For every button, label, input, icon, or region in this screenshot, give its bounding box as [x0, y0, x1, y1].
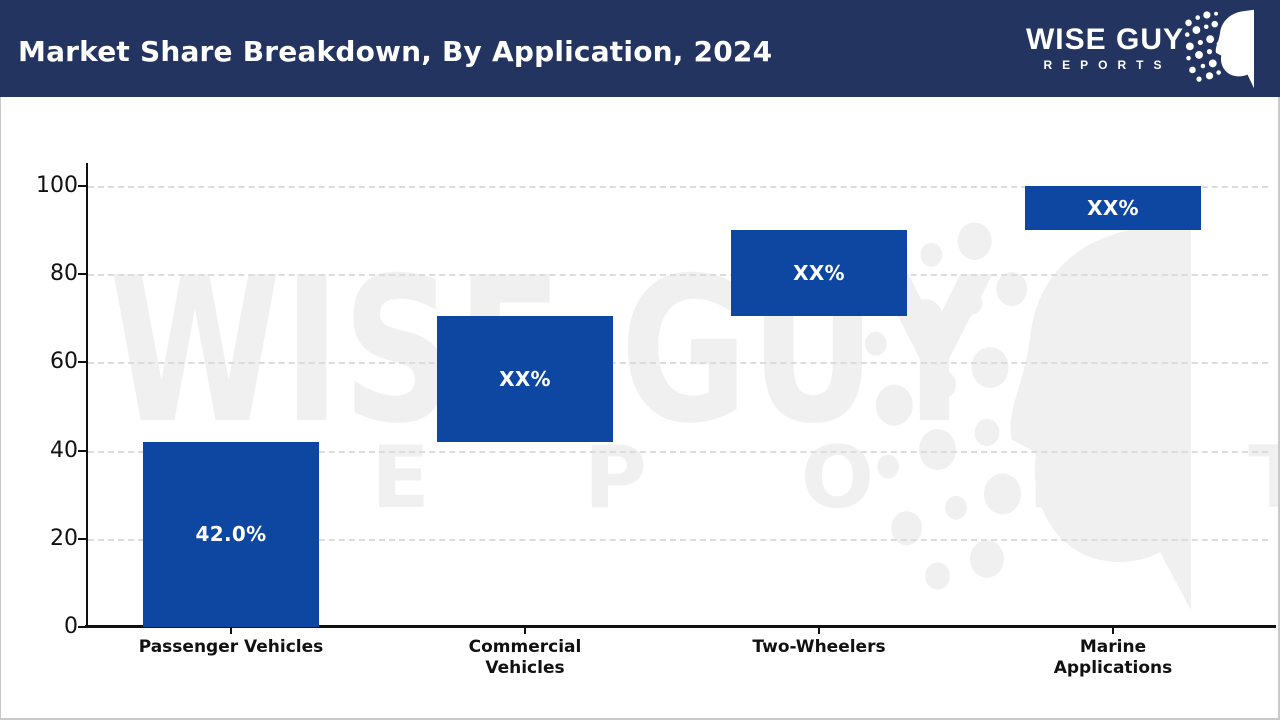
- y-tick-label: 0: [64, 614, 78, 639]
- bar-value-label: XX%: [499, 366, 551, 391]
- y-tick-mark: [78, 626, 86, 628]
- logo-wordmark: WISE GUY: [1025, 23, 1184, 56]
- y-tick-label: 40: [50, 437, 78, 463]
- y-tick-mark: [78, 185, 86, 187]
- gridline: [88, 274, 1268, 277]
- gridline: [88, 186, 1268, 188]
- y-tick-mark: [78, 537, 86, 540]
- page-title: Market Share Breakdown, By Application, …: [18, 35, 773, 68]
- bar-segment: XX%: [1025, 186, 1201, 231]
- bar-segment: XX%: [731, 230, 907, 317]
- y-axis-line: [86, 163, 88, 627]
- y-tick-mark: [78, 361, 86, 364]
- x-axis-line: [85, 625, 1276, 628]
- y-tick-label: 80: [50, 261, 78, 287]
- bar-segment: XX%: [437, 316, 613, 442]
- bar-value-label: XX%: [793, 261, 845, 286]
- x-category-line: Two-Wheelers: [752, 637, 886, 657]
- y-tick-label: 60: [50, 349, 78, 375]
- header: Market Share Breakdown, By Application, …: [0, 0, 1280, 97]
- x-category-line: Marine: [1079, 637, 1147, 657]
- x-tick-mark: [524, 628, 526, 634]
- x-category-line: Vehicles: [485, 658, 565, 678]
- bar-segment: 42.0%: [143, 441, 319, 627]
- x-category-label: Marine Applications: [988, 637, 1238, 679]
- bar-value-label: 42.0%: [195, 522, 267, 547]
- x-tick-mark: [818, 628, 820, 634]
- x-category-label: Passenger Vehicles: [106, 637, 356, 658]
- y-tick-label: 100: [36, 173, 78, 198]
- x-category-label: Commercial Vehicles: [400, 637, 650, 679]
- y-tick-label: 20: [50, 525, 78, 551]
- logo-text: WISE GUY REPORTS: [1025, 23, 1184, 73]
- x-category-line: Commercial: [468, 637, 582, 657]
- gridline: [88, 538, 1268, 541]
- x-category-line: Passenger Vehicles: [138, 637, 324, 657]
- x-category-line: Applications: [1053, 658, 1173, 678]
- dotted-head-icon: [1184, 9, 1254, 88]
- x-category-label: Two-Wheelers: [694, 637, 944, 658]
- logo-subtext: REPORTS: [1043, 58, 1172, 72]
- bar-chart: 0 20 40 60 80 100 42.0% Passenger Vehicles XX% Co…: [1, 97, 1278, 718]
- gridline: [88, 362, 1268, 365]
- brand-logo: WISE GUY REPORTS: [1026, 9, 1254, 89]
- x-tick-mark: [1112, 628, 1114, 634]
- y-tick-mark: [78, 273, 86, 276]
- x-tick-mark: [230, 628, 232, 634]
- chart-canvas: WISE GUY R E P O R T S 02040608010042.0%…: [0, 97, 1280, 720]
- bar-value-label: XX%: [1087, 196, 1139, 221]
- gridline: [88, 450, 1268, 453]
- y-tick-mark: [78, 449, 86, 452]
